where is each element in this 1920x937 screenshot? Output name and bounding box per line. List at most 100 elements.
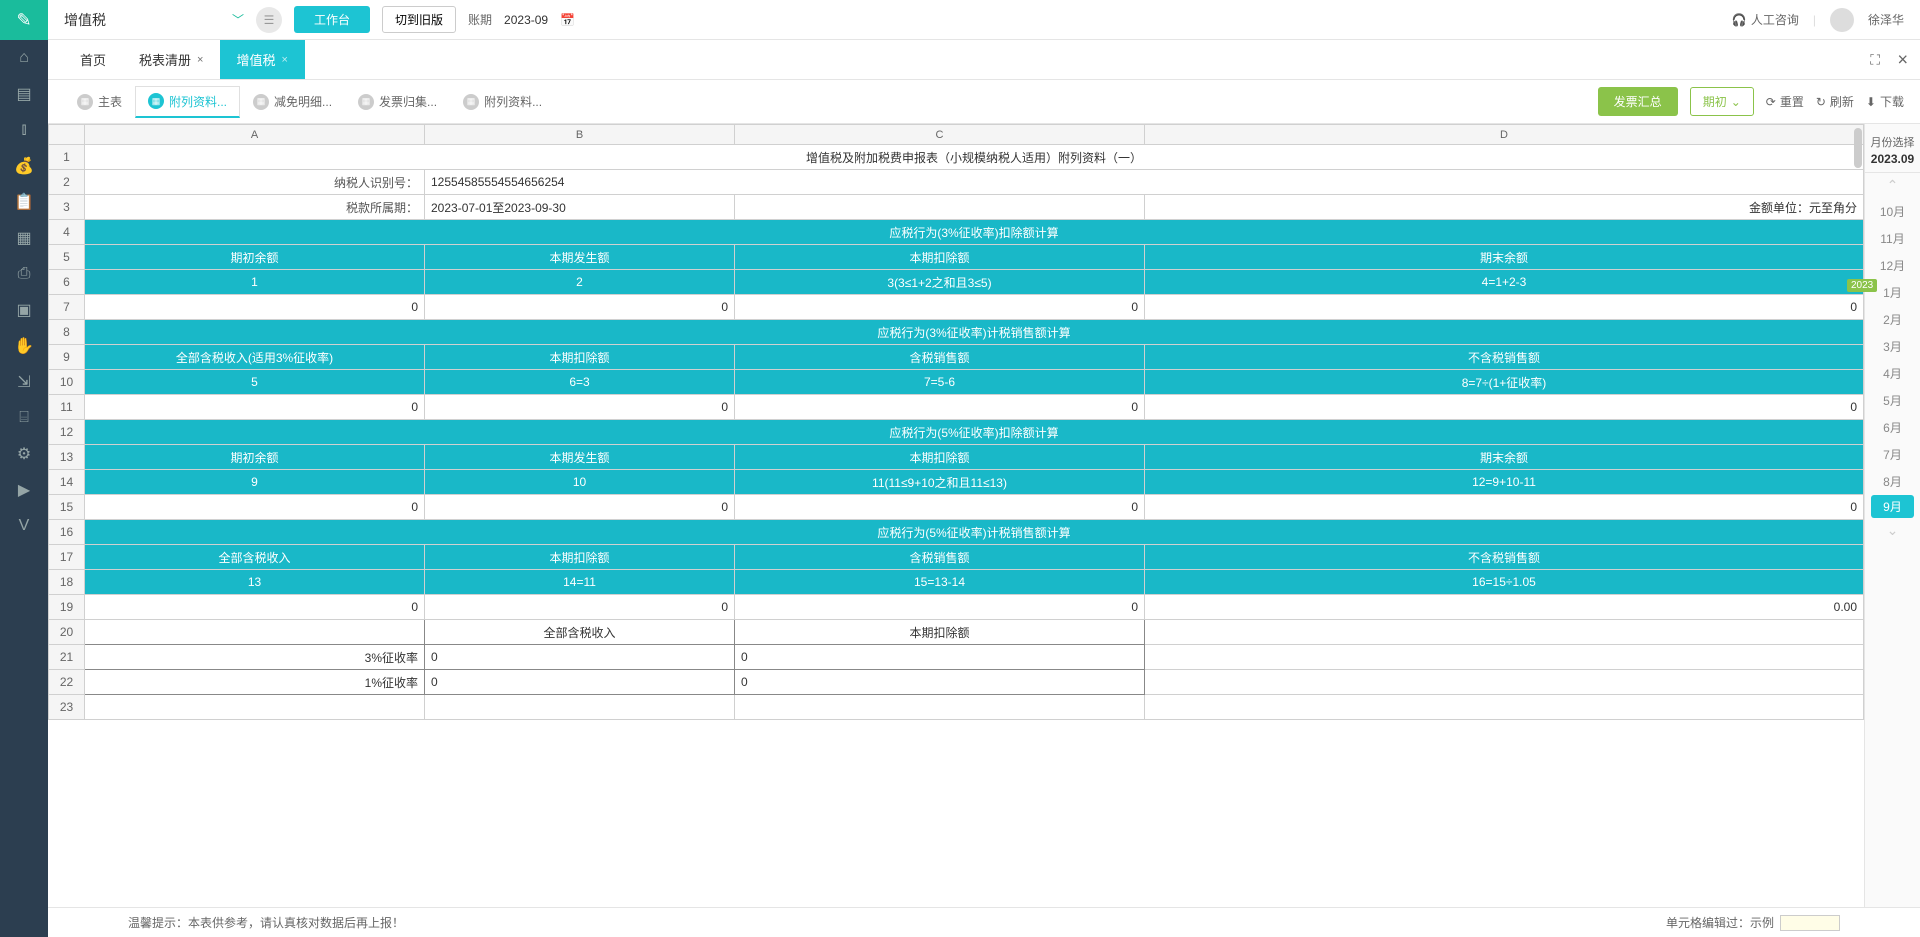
cell[interactable] — [1145, 695, 1864, 720]
reset-button[interactable]: ⟳重置 — [1766, 93, 1804, 110]
cell[interactable]: 0 — [425, 645, 735, 670]
row-header[interactable]: 2 — [49, 170, 85, 195]
row-header[interactable]: 19 — [49, 595, 85, 620]
cell[interactable]: 0 — [85, 295, 425, 320]
row-header[interactable]: 3 — [49, 195, 85, 220]
export-icon[interactable]: ⇲ — [0, 364, 48, 400]
cell[interactable]: 0 — [1145, 295, 1864, 320]
row-header[interactable]: 1 — [49, 145, 85, 170]
row-header[interactable]: 12 — [49, 420, 85, 445]
cell[interactable]: 0 — [735, 645, 1145, 670]
cell[interactable]: 0 — [425, 670, 735, 695]
row-header[interactable]: 11 — [49, 395, 85, 420]
month-item[interactable]: 2月 — [1865, 306, 1920, 333]
refresh-button[interactable]: ↻刷新 — [1816, 93, 1854, 110]
col-header[interactable]: D — [1145, 125, 1864, 145]
cell[interactable]: 0 — [85, 395, 425, 420]
cell[interactable]: 0 — [425, 595, 735, 620]
row-header[interactable]: 10 — [49, 370, 85, 395]
month-item[interactable]: 6月 — [1865, 414, 1920, 441]
month-down-icon[interactable]: ⌄ — [1883, 518, 1903, 543]
row-header[interactable]: 13 — [49, 445, 85, 470]
row-header[interactable]: 14 — [49, 470, 85, 495]
workbench-button[interactable]: 工作台 — [294, 6, 370, 33]
cell[interactable]: 0 — [1145, 395, 1864, 420]
month-item[interactable]: 11月 — [1865, 225, 1920, 252]
tab-vat[interactable]: 增值税× — [220, 40, 304, 79]
subtab-invoice[interactable]: ▦发票归集... — [345, 86, 450, 117]
month-item[interactable]: 5月 — [1865, 387, 1920, 414]
cell[interactable]: 0 — [85, 595, 425, 620]
invoice-summary-button[interactable]: 发票汇总 — [1598, 87, 1678, 116]
bag-icon[interactable]: 💰 — [0, 148, 48, 184]
inbox-icon[interactable]: ⌸ — [0, 400, 48, 436]
subtab-exempt[interactable]: ▦减免明细... — [240, 86, 345, 117]
cell[interactable] — [425, 695, 735, 720]
col-header[interactable]: C — [735, 125, 1145, 145]
clipboard-icon[interactable]: 📋 — [0, 184, 48, 220]
video-icon[interactable]: ▶ — [0, 472, 48, 508]
settings-icon[interactable]: ⚙ — [0, 436, 48, 472]
close-icon[interactable]: × — [197, 54, 203, 66]
month-item[interactable]: 4月 — [1865, 360, 1920, 387]
row-header[interactable]: 8 — [49, 320, 85, 345]
row-header[interactable]: 20 — [49, 620, 85, 645]
scrollbar[interactable] — [1854, 128, 1862, 168]
spreadsheet[interactable]: A B C D 1增值税及附加税费申报表（小规模纳税人适用）附列资料（一） 2纳… — [48, 124, 1864, 907]
cell[interactable]: 0 — [425, 495, 735, 520]
home-icon[interactable]: ⌂ — [0, 40, 48, 76]
close-icon[interactable]: × — [281, 54, 287, 66]
row-header[interactable]: 5 — [49, 245, 85, 270]
row-header[interactable]: 4 — [49, 220, 85, 245]
hand-icon[interactable]: ✋ — [0, 328, 48, 364]
row-header[interactable]: 18 — [49, 570, 85, 595]
row-header[interactable]: 22 — [49, 670, 85, 695]
row-header[interactable]: 6 — [49, 270, 85, 295]
chart-icon[interactable]: ⫾ — [0, 112, 48, 148]
cell[interactable]: 0 — [85, 495, 425, 520]
cell[interactable]: 0 — [735, 495, 1145, 520]
fullscreen-icon[interactable]: ⛶ — [1870, 51, 1880, 68]
cell[interactable] — [85, 695, 425, 720]
cell[interactable]: 0 — [425, 295, 735, 320]
subtab-main[interactable]: ▦主表 — [64, 86, 135, 117]
consult-link[interactable]: 🎧 人工咨询 — [1732, 11, 1799, 28]
row-header[interactable]: 21 — [49, 645, 85, 670]
note-icon[interactable]: ☰ — [256, 7, 282, 33]
month-item[interactable]: 12月 — [1865, 252, 1920, 279]
report-icon[interactable]: ▦ — [0, 220, 48, 256]
download-button[interactable]: ⬇下载 — [1866, 93, 1904, 110]
cell[interactable]: 0.00 — [1145, 595, 1864, 620]
filter-icon[interactable]: ⎙ — [0, 256, 48, 292]
row-header[interactable]: 17 — [49, 545, 85, 570]
tab-home[interactable]: 首页 — [64, 40, 123, 79]
switch-old-button[interactable]: 切到旧版 — [382, 6, 456, 33]
col-header[interactable]: A — [85, 125, 425, 145]
row-header[interactable]: 23 — [49, 695, 85, 720]
cell[interactable]: 0 — [425, 395, 735, 420]
subtab-attach[interactable]: ▦附列资料... — [135, 86, 240, 118]
month-item[interactable]: 7月 — [1865, 441, 1920, 468]
row-header[interactable]: 9 — [49, 345, 85, 370]
month-item[interactable]: 3月 — [1865, 333, 1920, 360]
select-all-corner[interactable] — [49, 125, 85, 145]
row-header[interactable]: 16 — [49, 520, 85, 545]
image-icon[interactable]: ▣ — [0, 292, 48, 328]
logo[interactable]: ✎ — [0, 0, 48, 40]
month-item[interactable]: 10月 — [1865, 198, 1920, 225]
avatar[interactable] — [1830, 8, 1854, 32]
period-init-button[interactable]: 期初⌄ — [1690, 87, 1754, 116]
cell[interactable]: 0 — [1145, 495, 1864, 520]
month-up-icon[interactable]: ⌃ — [1883, 173, 1903, 198]
doc-icon[interactable]: ▤ — [0, 76, 48, 112]
close-all-icon[interactable]: × — [1897, 49, 1908, 70]
row-header[interactable]: 15 — [49, 495, 85, 520]
row-header[interactable]: 7 — [49, 295, 85, 320]
cell[interactable]: 0 — [735, 295, 1145, 320]
month-item[interactable]: 8月 — [1865, 468, 1920, 495]
cell[interactable]: 0 — [735, 670, 1145, 695]
col-header[interactable]: B — [425, 125, 735, 145]
calendar-icon[interactable]: 📅 — [560, 13, 575, 27]
v-icon[interactable]: V — [0, 508, 48, 544]
subtab-attach2[interactable]: ▦附列资料... — [450, 86, 555, 117]
